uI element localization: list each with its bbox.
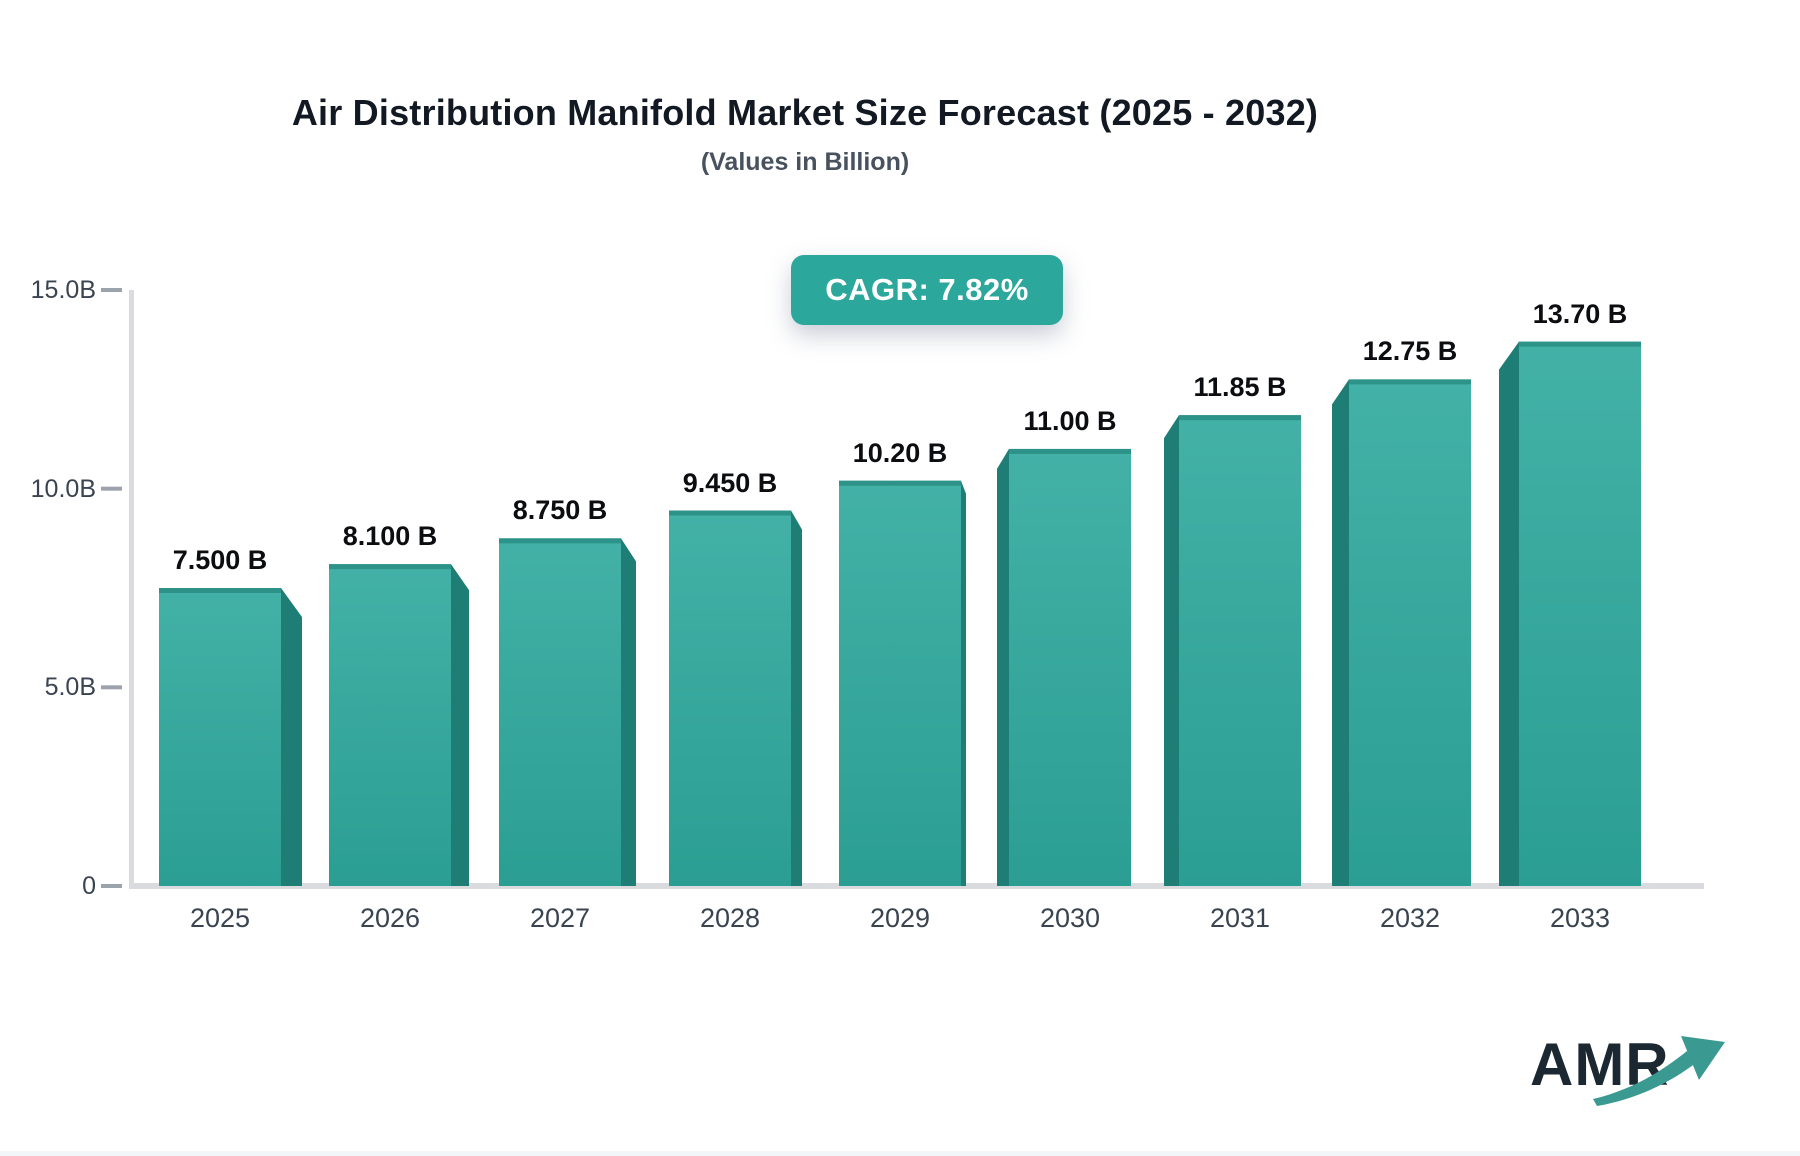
bar-top-edge-2032	[1349, 379, 1471, 385]
bar-side-2026	[451, 564, 469, 886]
y-axis-tick	[101, 685, 122, 690]
bar-top-edge-2027	[499, 538, 621, 544]
x-axis-label: 2031	[1209, 903, 1271, 933]
chart-title: Air Distribution Manifold Market Size Fo…	[291, 92, 1319, 133]
cagr-badge: CAGR: 7.82%	[791, 255, 1063, 325]
y-axis-tick	[101, 884, 122, 888]
amr-logo: AMR	[1525, 1032, 1755, 1122]
bar-top-edge-2033	[1519, 341, 1641, 347]
bar-value-label: 8.100 B	[342, 521, 438, 552]
bar-side-2033	[1499, 341, 1519, 886]
bar-2029	[839, 480, 961, 886]
x-axis-label: 2029	[869, 903, 931, 933]
bar-2027	[499, 538, 621, 886]
bar-top-edge-2026	[329, 564, 451, 570]
bar-2032	[1349, 379, 1471, 886]
bar-2033	[1519, 341, 1641, 886]
bar-top-edge-2031	[1179, 415, 1301, 421]
y-axis-label: 15.0B	[30, 276, 96, 304]
x-axis-label: 2030	[1039, 903, 1101, 933]
x-axis-label: 2027	[529, 903, 591, 933]
x-axis-label: 2028	[699, 903, 761, 933]
bar-side-2029	[961, 480, 966, 886]
bar-top-edge-2029	[839, 480, 961, 486]
y-axis-label: 0	[82, 872, 96, 900]
bar-side-2031	[1164, 415, 1179, 886]
x-axis-label: 2033	[1549, 903, 1611, 933]
bar-2026	[329, 564, 451, 886]
bar-top-edge-2028	[669, 510, 791, 516]
x-axis-label: 2025	[189, 903, 251, 933]
bar-side-2032	[1332, 379, 1349, 886]
bar-side-2030	[997, 448, 1009, 886]
y-axis-tick	[101, 288, 122, 292]
chart-subtitle: (Values in Billion)	[700, 148, 910, 176]
bar-top-edge-2030	[1009, 448, 1131, 454]
bar-value-label: 7.500 B	[172, 545, 268, 575]
growth-arrow-icon	[1593, 1036, 1725, 1106]
bar-value-label: 13.70 B	[1532, 298, 1628, 329]
y-axis-label: 10.0B	[30, 474, 96, 503]
bar-2030	[1009, 448, 1131, 886]
x-axis-label: 2032	[1379, 903, 1441, 933]
cagr-badge-label: CAGR: 7.82%	[825, 272, 1029, 307]
bar-value-label: 10.20 B	[852, 437, 948, 468]
page-bottom-edge	[0, 1151, 1800, 1156]
x-axis-label: 2026	[359, 903, 421, 933]
bar-value-label: 8.750 B	[512, 495, 608, 526]
bar-side-2028	[791, 510, 802, 886]
bar-side-2025	[281, 588, 302, 886]
bar-value-label: 9.450 B	[682, 467, 778, 498]
bar-2028	[669, 510, 791, 886]
y-axis-tick	[101, 486, 122, 491]
bar-value-label: 12.75 B	[1362, 336, 1458, 367]
bar-side-2027	[621, 538, 636, 886]
bar-value-label: 11.85 B	[1193, 372, 1287, 403]
bar-value-label: 11.00 B	[1023, 405, 1117, 436]
y-axis-label: 5.0B	[44, 673, 96, 702]
y-axis-line	[129, 290, 134, 889]
bar-2031	[1179, 415, 1301, 886]
bar-top-edge-2025	[159, 588, 281, 593]
bar-2025	[159, 588, 281, 886]
